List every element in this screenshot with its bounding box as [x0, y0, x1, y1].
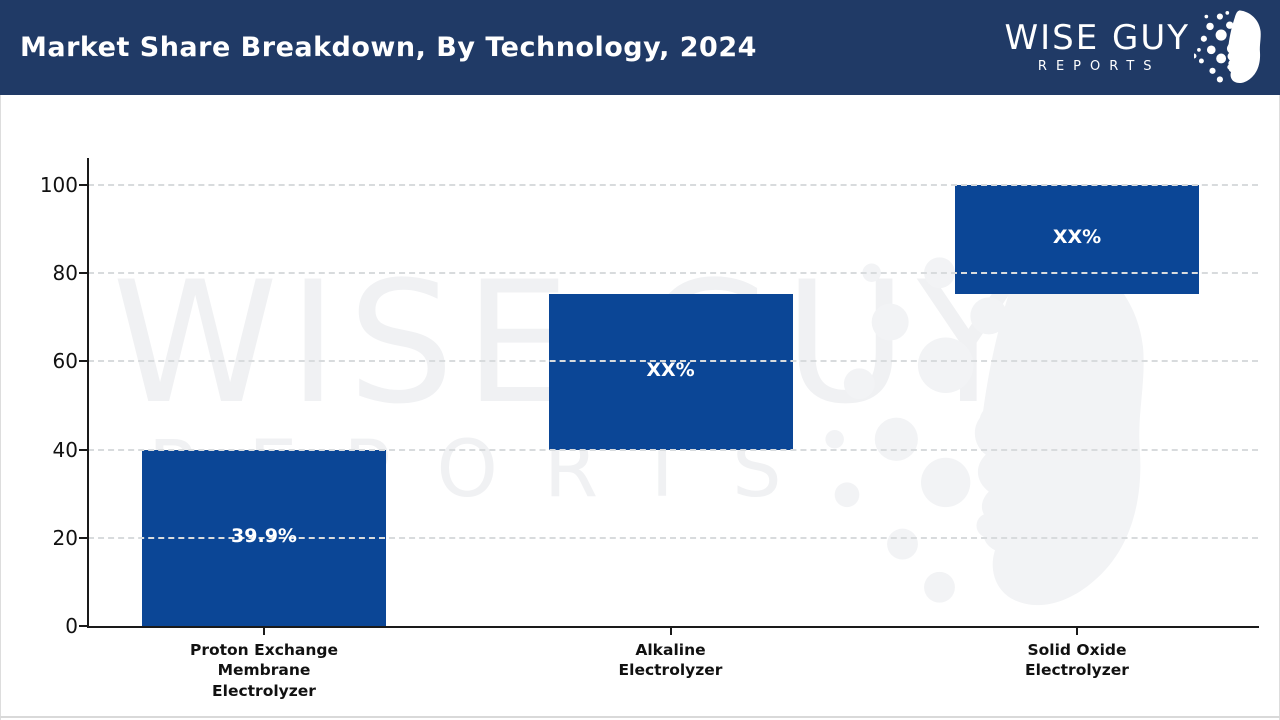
gridline-y40 [88, 448, 1258, 451]
x-category-label: Proton Exchange Membrane Electrolyzer [124, 640, 404, 701]
bar-value-label: XX% [646, 358, 695, 381]
x-tick-mark [669, 628, 672, 635]
x-category-label: Solid Oxide Electrolyzer [937, 640, 1217, 681]
x-category-label-line: Electrolyzer [212, 681, 316, 700]
x-tick-mark [1076, 628, 1078, 635]
y-tick-label: 60 [52, 349, 78, 374]
y-tick-label: 100 [39, 173, 78, 197]
page-title: Market Share Breakdown, By Technology, 2… [20, 32, 757, 63]
y-tick-label: 0 [65, 614, 78, 638]
x-category-label-line: Electrolyzer [618, 661, 723, 680]
x-axis-line [87, 626, 1259, 628]
x-category-label-line: Proton Exchange [189, 641, 339, 659]
y-tick-mark [79, 625, 87, 627]
gridline-y20 [88, 536, 1258, 539]
x-category-label-line: Solid Oxide [1027, 641, 1127, 659]
y-tick-mark [79, 184, 87, 186]
y-axis-line [87, 158, 89, 628]
brand-logo-text: WISE GUY REPORTS [1004, 18, 1190, 74]
gridline-y60 [88, 360, 1258, 363]
y-tick-label: 80 [52, 261, 78, 286]
brand-subtitle: REPORTS [1037, 58, 1161, 74]
gridline-y80 [88, 272, 1258, 275]
header-bar: Market Share Breakdown, By Technology, 2… [0, 0, 1280, 95]
gridline-y100 [88, 184, 1258, 186]
y-tick-mark [79, 360, 87, 363]
bar-value-label: 39.9% [231, 525, 297, 548]
x-category-label-line: Membrane [217, 661, 311, 680]
brand-face-icon [1194, 9, 1261, 83]
brand-logo: WISE GUY REPORTS [1004, 6, 1280, 90]
y-tick-mark [79, 536, 87, 539]
y-tick-mark [79, 448, 87, 451]
bar-value-label: XX% [1052, 226, 1102, 249]
x-tick-mark [263, 628, 265, 635]
x-category-label-line: Alkaline [635, 641, 706, 659]
x-category-label-line: Electrolyzer [1025, 661, 1129, 680]
brand-name: WISE GUY [1004, 18, 1190, 59]
y-tick-label: 40 [52, 437, 78, 462]
y-tick-mark [79, 272, 87, 275]
frame-border-left [0, 95, 1, 720]
bar-segment [548, 293, 793, 451]
x-category-label: Alkaline Electrolyzer [531, 640, 811, 681]
frame-border-bottom [0, 716, 1280, 718]
y-tick-label: 20 [52, 525, 78, 550]
